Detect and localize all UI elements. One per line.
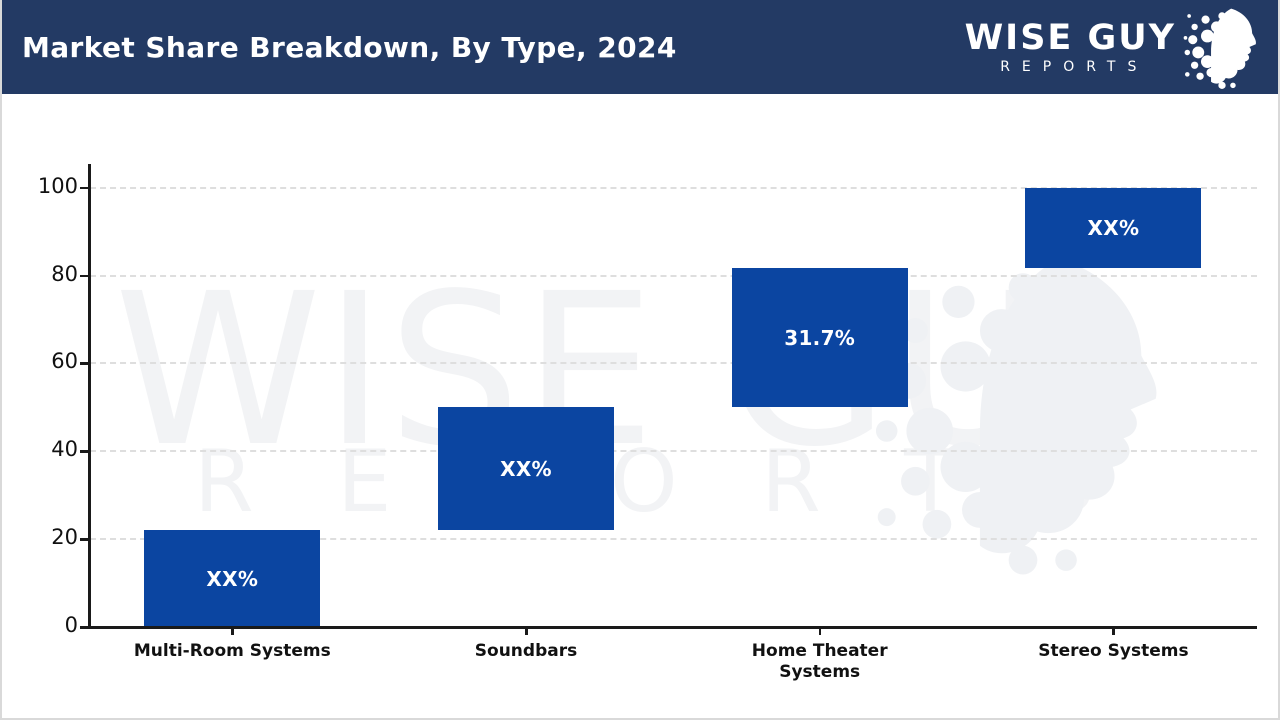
x-tick-mark (525, 627, 528, 635)
waterfall-bar: XX% (144, 530, 321, 627)
x-category-label: Multi-Room Systems (133, 641, 331, 661)
y-tick-label: 0 (64, 613, 78, 637)
y-gridline (90, 538, 1257, 541)
y-tick-label: 100 (37, 173, 78, 198)
y-tick-label: 40 (51, 437, 78, 462)
y-tick-label: 20 (51, 525, 78, 550)
y-tick-mark (80, 362, 89, 365)
brand-face-icon (1180, 5, 1264, 89)
x-tick-mark (818, 627, 822, 635)
y-gridline (90, 362, 1257, 365)
y-tick-mark (80, 538, 89, 541)
header-bar: Market Share Breakdown, By Type, 2024 WI… (2, 0, 1278, 94)
x-axis-line (88, 626, 1257, 629)
waterfall-bar: 31.7% (731, 268, 908, 408)
x-tick-mark (231, 627, 234, 635)
y-axis-line (88, 164, 91, 629)
x-category-label: Home Theater Systems (751, 641, 888, 682)
y-tick-mark (80, 450, 89, 453)
x-category-label: Stereo Systems (1038, 641, 1189, 661)
y-gridline (90, 450, 1257, 453)
bar-value-label: XX% (206, 566, 259, 591)
page-title: Market Share Breakdown, By Type, 2024 (22, 30, 677, 64)
watermark-reports-text: R E P O R T S (194, 432, 1123, 532)
bar-value-label: XX% (500, 456, 552, 481)
y-gridline (90, 186, 1257, 189)
y-tick-label: 80 (51, 261, 78, 286)
bar-value-label: XX% (1087, 215, 1140, 240)
brand-name: WISE GUY (964, 17, 1176, 58)
waterfall-bar: XX% (438, 407, 614, 531)
waterfall-bar: XX% (1025, 187, 1202, 269)
brand-logo-text: WISE GUY REPORTS (965, 20, 1176, 75)
x-category-label: Soundbars (474, 641, 578, 661)
y-gridline (90, 274, 1257, 277)
y-tick-label: 60 (51, 349, 78, 374)
y-tick-mark (80, 274, 89, 278)
chart-area: WISE GU R E P O R T S 0 20 40 60 80 100 XX% Mul… (2, 94, 1278, 718)
y-tick-mark (80, 186, 89, 190)
x-tick-mark (1112, 627, 1115, 635)
bar-value-label: 31.7% (784, 325, 856, 350)
y-tick-mark (80, 626, 89, 629)
brand-logo: WISE GUY REPORTS (965, 5, 1264, 89)
brand-subname: REPORTS (1000, 58, 1149, 75)
